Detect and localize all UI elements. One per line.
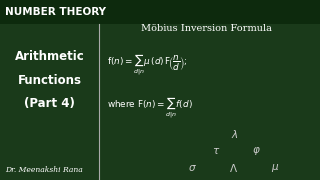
Text: Functions: Functions — [18, 74, 82, 87]
Text: $\mathrm{where\ F}(n) = \sum_{d|n} f(d)$: $\mathrm{where\ F}(n) = \sum_{d|n} f(d)$ — [107, 96, 193, 122]
Text: (Part 4): (Part 4) — [24, 97, 75, 110]
Text: NUMBER THEORY: NUMBER THEORY — [5, 7, 106, 17]
Text: $\lambda$: $\lambda$ — [231, 128, 239, 140]
Text: $\varphi$: $\varphi$ — [252, 145, 260, 157]
Text: Möbius Inversion Formula: Möbius Inversion Formula — [141, 24, 272, 33]
Text: $\mu$: $\mu$ — [271, 162, 279, 174]
FancyBboxPatch shape — [0, 0, 320, 24]
Text: $\sigma$: $\sigma$ — [188, 163, 196, 173]
Text: Dr. Meenakshi Rana: Dr. Meenakshi Rana — [5, 166, 83, 174]
Text: $\tau$: $\tau$ — [212, 146, 220, 156]
Text: Arithmetic: Arithmetic — [15, 50, 84, 63]
Text: $\mathrm{f}(n) = \sum_{d|n} \mu\,(d)\,\mathrm{F}\!\left(\dfrac{n}{d}\right);$: $\mathrm{f}(n) = \sum_{d|n} \mu\,(d)\,\m… — [107, 53, 188, 78]
Text: $\Lambda$: $\Lambda$ — [229, 162, 238, 174]
